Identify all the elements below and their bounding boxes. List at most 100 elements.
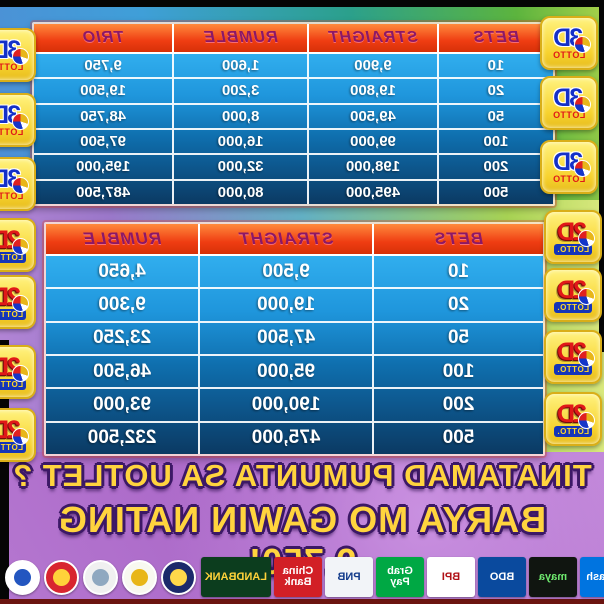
badge-game-label: 3D <box>0 165 29 194</box>
table-cell: 9,500 <box>200 256 375 288</box>
lotto-ball-icon <box>577 229 595 247</box>
brand-logo-pnb: PNB <box>325 557 373 597</box>
column-header: STRAIGHT <box>200 224 375 254</box>
table-cell: 50 <box>447 327 470 349</box>
table-cell: 16,000 <box>174 129 310 154</box>
seal-emblem <box>130 568 148 586</box>
table-cell: 99,000 <box>309 129 439 154</box>
bottom-maroon-edge <box>0 599 604 604</box>
column-header: BETS <box>433 229 484 248</box>
lotto-ball-icon <box>11 427 29 445</box>
table-cell: 20 <box>447 293 470 315</box>
table-cell: 20 <box>487 82 505 100</box>
brand-logo-grabpay: Grab Pay <box>376 557 424 597</box>
table-cell: 100 <box>483 133 509 151</box>
lotto-ball-icon <box>577 411 595 429</box>
coat-of-arms-seal <box>43 559 79 595</box>
badge-game-label: 2D <box>0 283 29 312</box>
table-cell: 1,600 <box>174 54 310 78</box>
seal-emblem <box>13 568 31 586</box>
table-body: 10 9,500 4,650 20 19,000 9,300 50 47,500 23,250 1… <box>46 256 543 454</box>
brand-logo-bpi: BPI <box>427 557 475 597</box>
table-cell: 46,500 <box>46 355 201 388</box>
top-black-edge <box>0 0 604 7</box>
table-cell: 49,500 <box>309 104 439 128</box>
table-cell: 93,000 <box>46 389 201 421</box>
sun-seal <box>121 559 157 595</box>
badge-game-label: 2D <box>559 276 595 305</box>
table-cell: 100 <box>442 360 475 382</box>
table-cell: 198,000 <box>309 155 439 179</box>
caption-line-1: TINATAMAD PUMUNTA SA UOTLET ? <box>12 458 592 493</box>
table-cell: 48,750 <box>34 104 175 128</box>
seal-emblem <box>91 568 109 586</box>
brand-logo-bdo: BDO <box>478 557 526 597</box>
lotto-ball-icon <box>11 294 29 312</box>
badge-game-label: 2D <box>559 218 595 247</box>
table-cell: 19,500 <box>34 79 175 103</box>
footer-seals <box>4 559 196 595</box>
table-header-row: BETS STRAIGHT RUMBLE <box>46 224 543 256</box>
table-row: 500 495,000 80,000 487,500 <box>34 178 553 204</box>
table-cell: 475,000 <box>200 422 375 454</box>
table-header-row: BETS STRAIGHT RUMBLE TRIO <box>34 24 553 54</box>
badge-game-label: 3D <box>555 84 591 113</box>
lotto-ball-icon <box>11 112 29 130</box>
lotto-ball-icon <box>11 176 29 194</box>
table-body: 10 9,900 1,600 9,750 20 19,800 3,200 19,500 50 49… <box>34 54 553 204</box>
payout-table-2d: BETS STRAIGHT RUMBLE 10 9,500 4,650 20 19,000 9… <box>44 222 545 456</box>
table-cell: 23,250 <box>46 322 201 354</box>
payout-table-3d: BETS STRAIGHT RUMBLE TRIO 10 9,900 1,600 9,750… <box>32 22 555 206</box>
table-row: 500 475,000 232,500 <box>46 420 543 454</box>
table-cell: 19,800 <box>309 79 439 103</box>
table-cell: 487,500 <box>34 180 175 204</box>
lotto-ball-icon <box>573 159 591 177</box>
seal-emblem <box>169 568 187 586</box>
table-cell: 3,200 <box>174 79 310 103</box>
table-cell: 10 <box>487 57 505 75</box>
lotto-ball-icon <box>573 35 591 53</box>
column-header: STRAIGHT <box>309 24 439 52</box>
lotto-ball-icon <box>11 47 29 65</box>
badge-game-label: 2D <box>0 226 29 255</box>
badge-game-label: 3D <box>0 36 29 65</box>
table-cell: 500 <box>442 427 475 449</box>
column-header: RUMBLE <box>174 24 310 52</box>
pcso-emblem-seal <box>160 559 196 595</box>
table-cell: 9,900 <box>309 54 439 78</box>
table-cell: 9,750 <box>34 54 175 78</box>
badge-game-label: 2D <box>559 338 595 367</box>
table-cell: 190,000 <box>200 389 375 421</box>
table-row: 10 9,500 4,650 <box>46 256 543 288</box>
column-header: TRIO <box>34 24 175 52</box>
table-cell: 50 <box>487 107 505 125</box>
badge-game-label: 3D <box>0 101 29 130</box>
table-cell: 4,650 <box>46 256 201 288</box>
badge-game-label: 3D <box>555 148 591 177</box>
badge-game-label: 2D <box>0 416 29 445</box>
lotto-ball-icon <box>573 95 591 113</box>
seal-emblem <box>52 568 70 586</box>
badge-game-label: 2D <box>559 400 595 429</box>
table-cell: 19,000 <box>200 289 375 321</box>
table-cell: 80,000 <box>174 180 310 204</box>
table-row: 50 47,500 23,250 <box>46 320 543 354</box>
brand-logo-gcash: GCash <box>580 557 604 597</box>
table-cell: 500 <box>483 183 509 201</box>
table-row: 100 95,000 46,500 <box>46 353 543 388</box>
table-row: 20 19,000 9,300 <box>46 287 543 321</box>
table-row: 200 190,000 93,000 <box>46 387 543 421</box>
table-cell: 495,000 <box>309 180 439 204</box>
